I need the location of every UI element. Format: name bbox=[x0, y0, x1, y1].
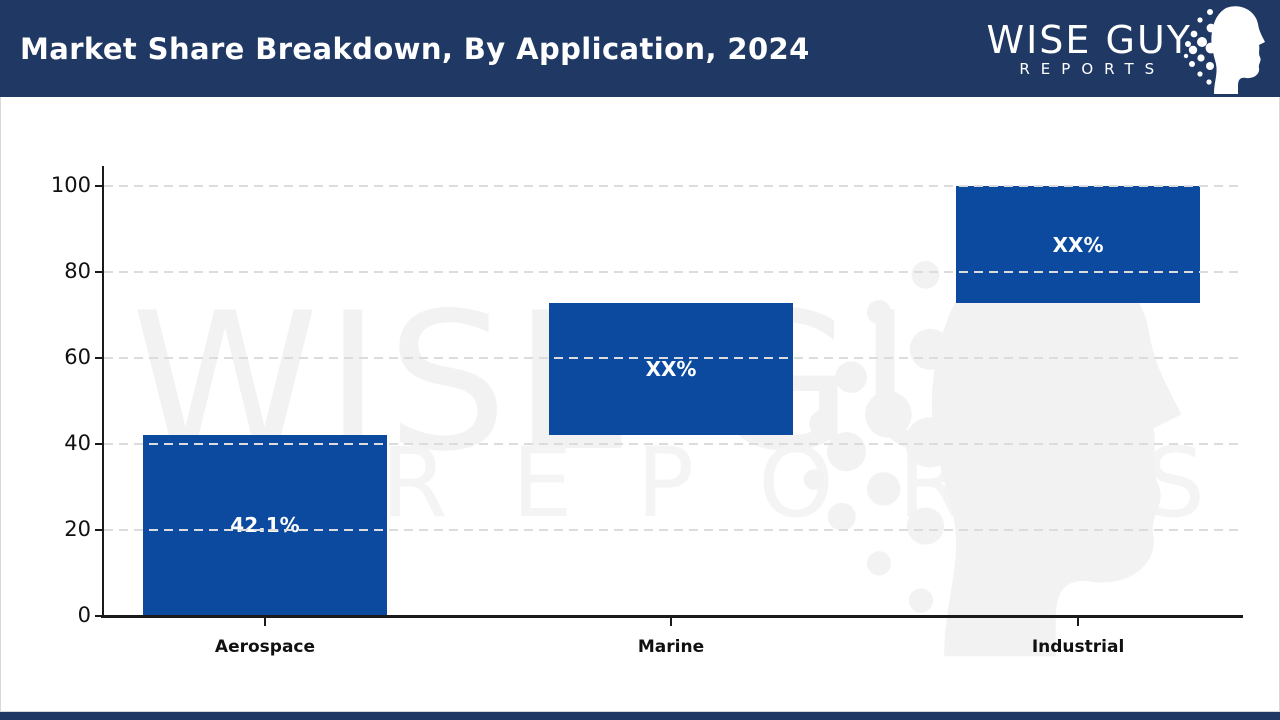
gridline-100 bbox=[104, 185, 1241, 187]
x-axis-tick-aerospace bbox=[263, 618, 266, 626]
chart-area: WISE GUY REPORTS bbox=[0, 97, 1280, 711]
y-axis-spine bbox=[102, 166, 104, 618]
footer-bar bbox=[0, 712, 1280, 720]
y-axis-tick-40 bbox=[95, 443, 103, 445]
x-axis-tick-industrial bbox=[1077, 618, 1080, 626]
y-axis-label-0: 0 bbox=[77, 603, 91, 627]
y-axis-label-100: 100 bbox=[50, 173, 91, 197]
gridline-60 bbox=[104, 357, 1241, 359]
bar-aerospace: 42.1% bbox=[142, 434, 387, 616]
bar-industrial: XX% bbox=[956, 186, 1201, 304]
gridline-40 bbox=[104, 443, 1241, 445]
wise-guy-logo: WISE GUY REPORTS bbox=[987, 0, 1266, 97]
y-axis-label-60: 60 bbox=[64, 345, 91, 369]
x-axis-label-marine: Marine bbox=[637, 637, 705, 657]
bar-marine: XX% bbox=[549, 303, 794, 435]
y-axis-label-40: 40 bbox=[64, 431, 91, 455]
logo-sub-text: REPORTS bbox=[1019, 59, 1166, 78]
bar-value-label-marine: XX% bbox=[645, 357, 697, 382]
y-axis-tick-60 bbox=[95, 357, 103, 359]
page-bottom-border bbox=[0, 711, 1280, 712]
logo-wordmark: WISE GUY REPORTS bbox=[987, 21, 1192, 77]
report-header: Market Share Breakdown, By Application, … bbox=[0, 0, 1280, 97]
x-axis-tick-marine bbox=[670, 618, 673, 626]
y-axis-tick-100 bbox=[95, 185, 103, 187]
logo-head-icon bbox=[1183, 5, 1265, 94]
gridline-20 bbox=[104, 529, 1241, 531]
y-axis-tick-20 bbox=[95, 529, 103, 531]
y-axis-tick-80 bbox=[95, 271, 103, 273]
y-axis-tick-0 bbox=[95, 615, 103, 617]
y-axis-label-20: 20 bbox=[64, 517, 91, 541]
chart-title: Market Share Breakdown, By Application, … bbox=[20, 31, 810, 66]
logo-name-text: WISE GUY bbox=[986, 17, 1192, 62]
bar-value-label-aerospace: 42.1% bbox=[230, 513, 300, 538]
y-axis-label-80: 80 bbox=[64, 259, 91, 283]
x-axis-label-industrial: Industrial bbox=[1031, 637, 1125, 657]
x-axis-label-aerospace: Aerospace bbox=[214, 637, 316, 657]
gridline-80 bbox=[104, 271, 1241, 273]
bar-value-label-industrial: XX% bbox=[1052, 232, 1104, 257]
x-axis-spine bbox=[101, 615, 1243, 618]
